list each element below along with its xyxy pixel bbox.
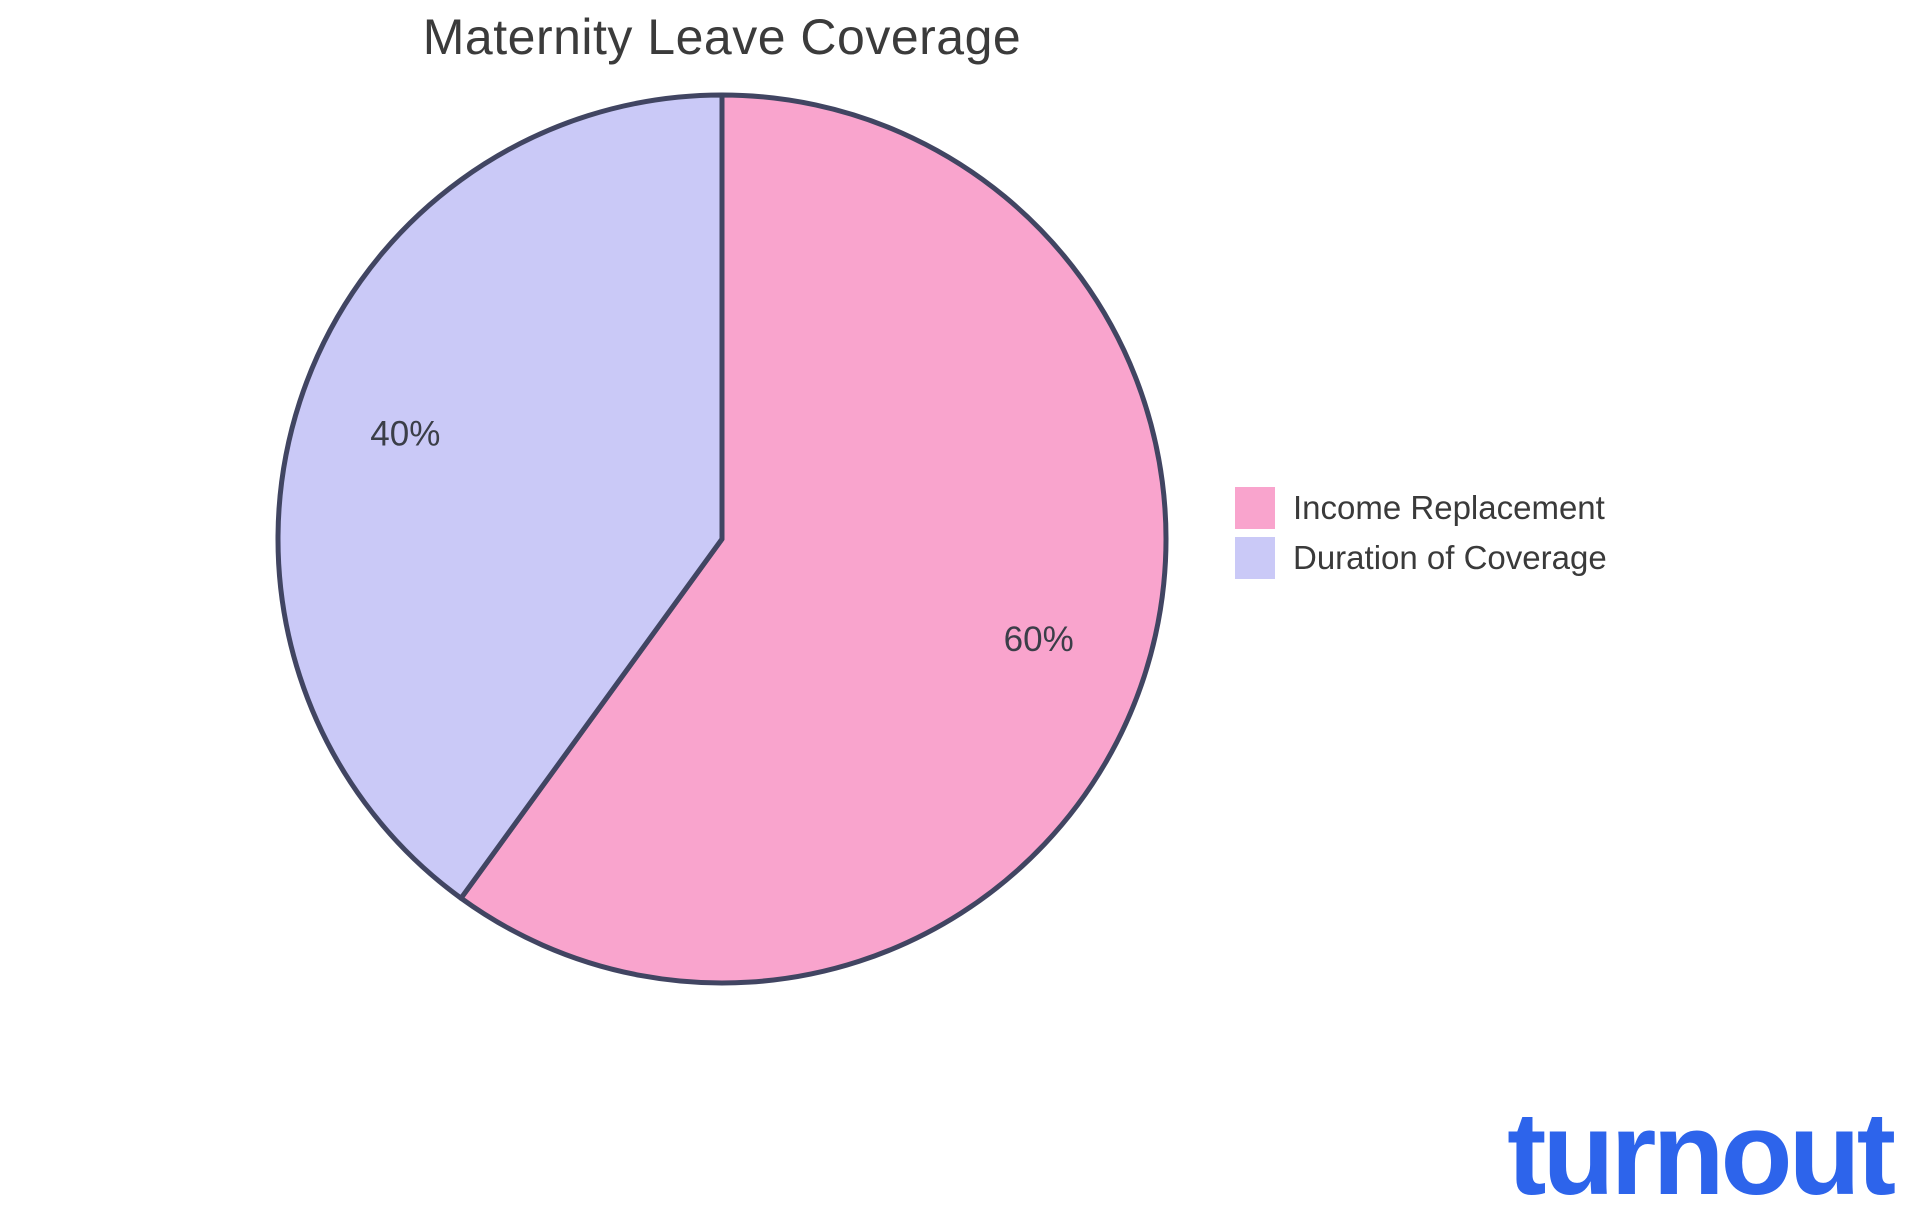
- pie-slice-0[interactable]: [458, 92, 1169, 986]
- legend-item-duration-of-coverage[interactable]: Duration of Coverage: [1235, 537, 1607, 579]
- pie-slices: [275, 92, 1169, 986]
- legend-item-income-replacement[interactable]: Income Replacement: [1235, 487, 1607, 529]
- chart-title: Maternity Leave Coverage: [422, 9, 1022, 65]
- slice-label-income-replacement: 60%: [1004, 620, 1074, 659]
- legend-swatch-duration-of-coverage: [1235, 537, 1275, 579]
- pie-chart: 60% 40%: [275, 92, 1169, 986]
- legend: Income Replacement Duration of Coverage: [1235, 487, 1607, 587]
- legend-label-income-replacement: Income Replacement: [1293, 489, 1605, 526]
- legend-swatch-income-replacement: [1235, 487, 1275, 529]
- pie-slice-1[interactable]: [275, 92, 725, 901]
- legend-label-duration-of-coverage: Duration of Coverage: [1293, 539, 1607, 576]
- slice-label-duration-of-coverage: 40%: [370, 414, 440, 453]
- turnout-logo: turnout: [1507, 1088, 1896, 1215]
